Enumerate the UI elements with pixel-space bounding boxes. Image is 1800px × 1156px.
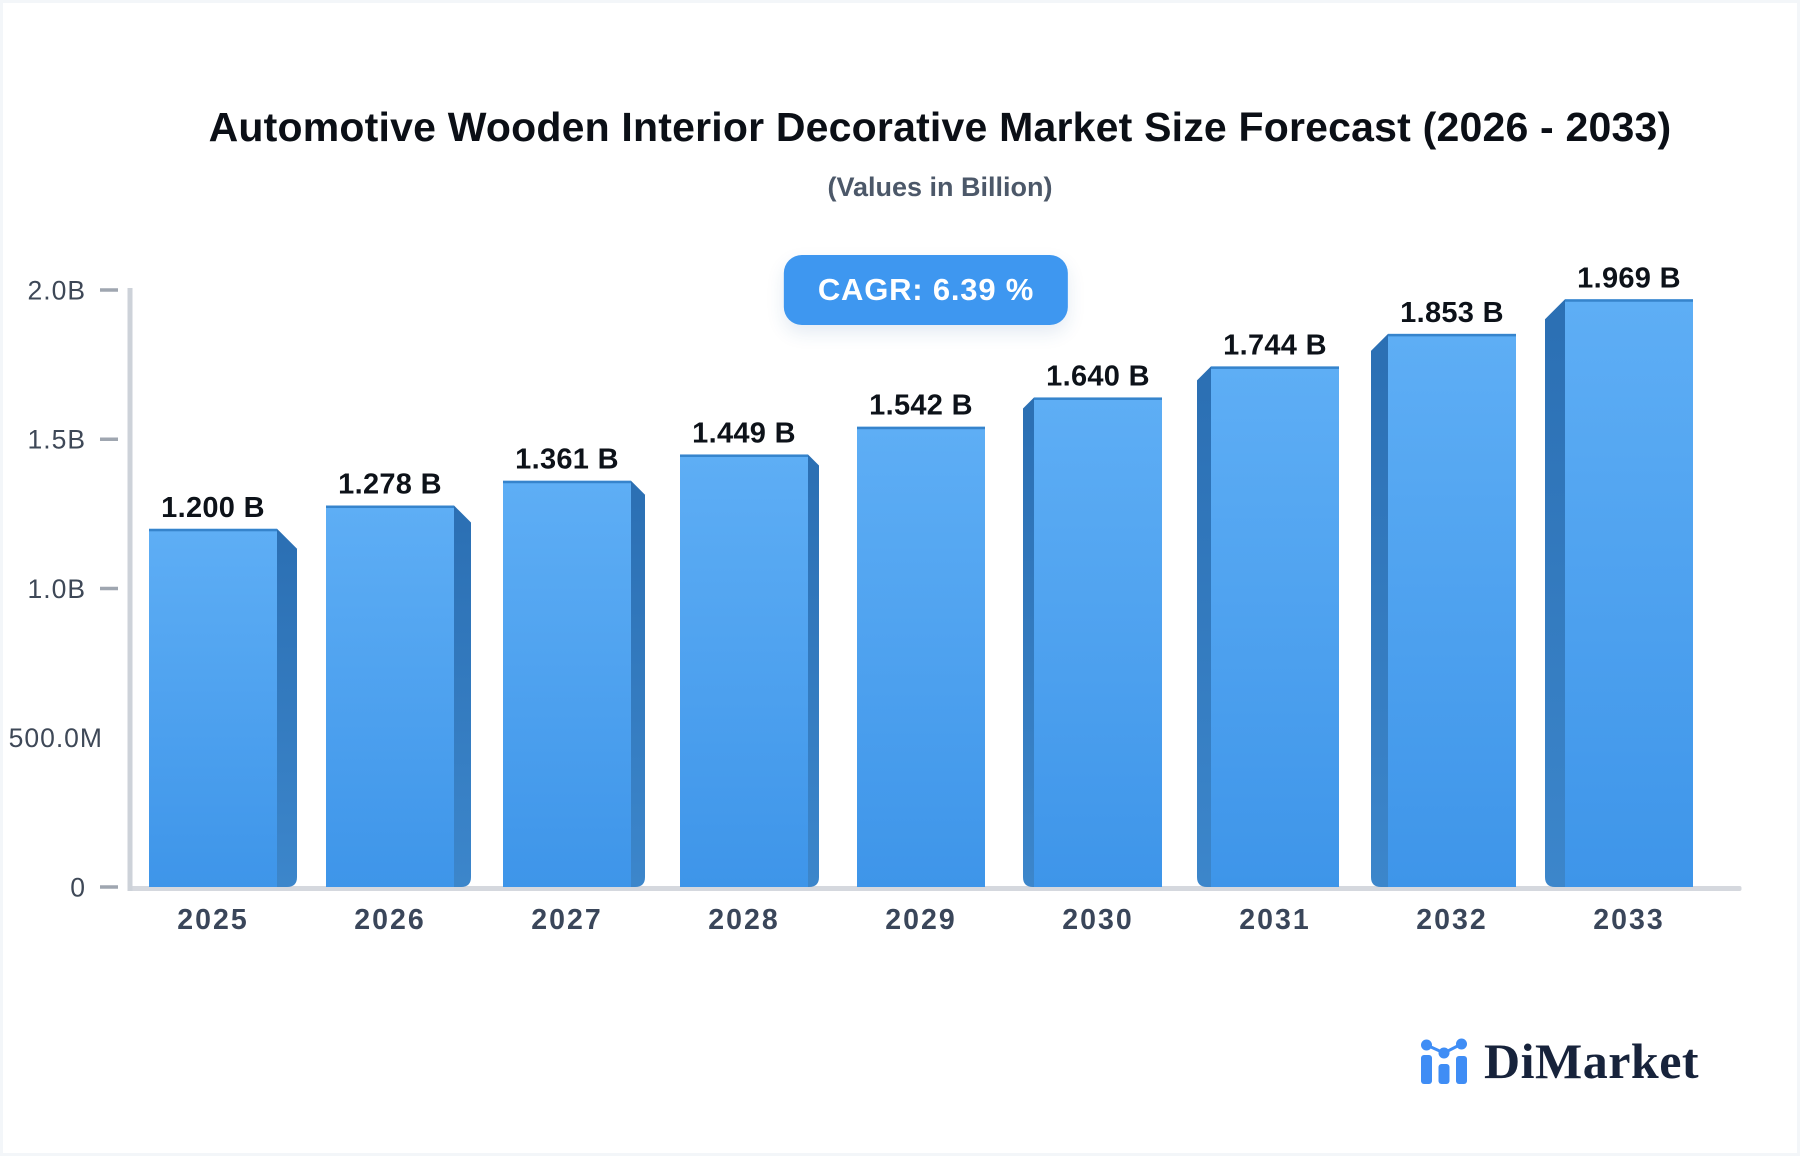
bar-value-label: 1.853 B bbox=[1400, 297, 1504, 329]
x-tick-label: 2031 bbox=[1239, 904, 1310, 936]
bar bbox=[326, 505, 454, 887]
bar-value-label: 1.640 B bbox=[1046, 360, 1150, 392]
x-tick-label: 2033 bbox=[1593, 904, 1664, 936]
bar bbox=[1211, 366, 1339, 887]
bar-value-label: 1.200 B bbox=[161, 492, 265, 524]
y-tick-label: 1.5B bbox=[27, 425, 86, 455]
bar-side-face bbox=[1545, 299, 1565, 887]
y-tick-dash bbox=[100, 586, 118, 591]
x-tick-label: 2028 bbox=[708, 904, 779, 936]
bar-value-label: 1.969 B bbox=[1577, 262, 1681, 294]
bar-top-edge bbox=[1388, 333, 1516, 337]
chart-title: Automotive Wooden Interior Decorative Ma… bbox=[208, 104, 1672, 150]
bar-top-edge bbox=[1211, 366, 1339, 369]
bar-top-edge bbox=[149, 528, 277, 532]
bar bbox=[857, 426, 985, 887]
bar-side-face bbox=[1197, 366, 1211, 887]
brand-name: DiMarket bbox=[1484, 1033, 1700, 1089]
bar bbox=[1388, 333, 1516, 887]
bar bbox=[680, 454, 808, 887]
y-tick-dash bbox=[100, 885, 118, 889]
brand-logo: DiMarket bbox=[1418, 1032, 1699, 1090]
cagr-badge: CAGR: 6.39 % bbox=[783, 255, 1069, 325]
bar bbox=[149, 528, 277, 887]
bar-top-edge bbox=[326, 505, 454, 509]
bar-value-label: 1.744 B bbox=[1223, 329, 1327, 361]
bar bbox=[1034, 397, 1162, 887]
bar bbox=[503, 480, 631, 887]
x-tick-label: 2029 bbox=[885, 904, 956, 936]
y-tick-label: 1.0B bbox=[27, 574, 86, 604]
bar-top-edge bbox=[1565, 299, 1693, 302]
y-tick-dash bbox=[100, 437, 118, 441]
bar-value-label: 1.278 B bbox=[338, 469, 442, 501]
x-tick-label: 2032 bbox=[1416, 904, 1487, 936]
bar-top-edge bbox=[1034, 397, 1162, 400]
x-tick-label: 2025 bbox=[177, 904, 248, 936]
bar-value-label: 1.542 B bbox=[869, 390, 973, 422]
bar-side-face bbox=[631, 480, 645, 887]
y-tick-label: 2.0B bbox=[27, 275, 86, 305]
bar-side-face bbox=[1371, 333, 1388, 887]
bar-side-face bbox=[1023, 397, 1034, 887]
x-axis-baseline bbox=[127, 886, 1742, 891]
bar-top-edge bbox=[503, 480, 631, 484]
bar-side-face bbox=[277, 528, 297, 887]
y-tick-label: 500.0M bbox=[9, 723, 103, 753]
x-tick-label: 2027 bbox=[531, 904, 602, 936]
bar-side-face bbox=[808, 454, 819, 887]
bar-value-label: 1.361 B bbox=[515, 444, 619, 476]
x-tick-label: 2030 bbox=[1062, 904, 1133, 936]
y-axis-line bbox=[127, 288, 133, 891]
bar-top-edge bbox=[857, 426, 985, 430]
y-tick-label: 0 bbox=[70, 872, 86, 902]
bar-side-face bbox=[454, 505, 471, 887]
chart-subtitle: (Values in Billion) bbox=[827, 172, 1053, 202]
dimarket-logo-icon bbox=[1421, 1038, 1467, 1084]
y-tick-dash bbox=[100, 288, 118, 292]
bar-top-edge bbox=[680, 454, 808, 457]
bar bbox=[1565, 299, 1693, 887]
x-tick-label: 2026 bbox=[354, 904, 425, 936]
bar-value-label: 1.449 B bbox=[692, 417, 796, 449]
